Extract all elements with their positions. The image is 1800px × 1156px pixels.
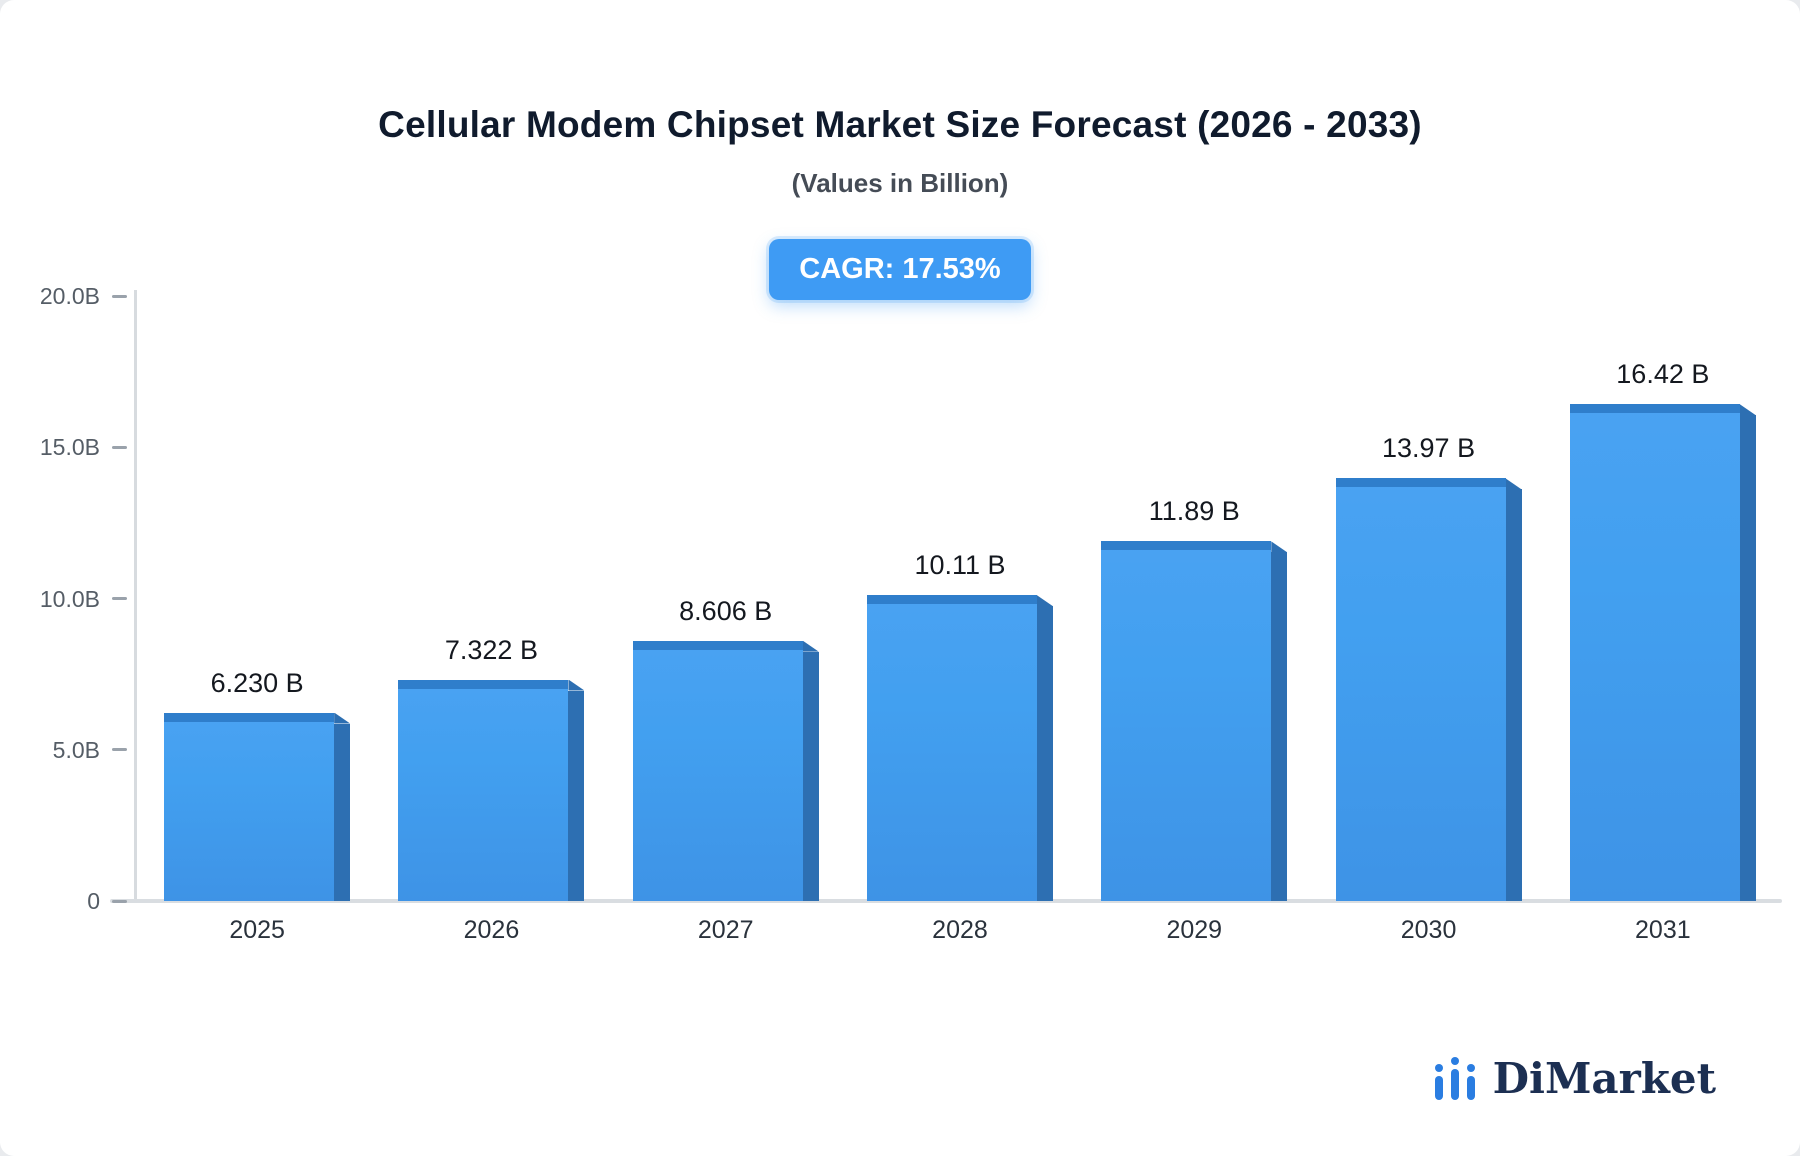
bar-face: [398, 679, 569, 901]
y-tick-label: 0: [87, 888, 100, 914]
bar-cap: [398, 679, 569, 689]
bar-value-label: 6.230 B: [210, 667, 304, 698]
bar-side: [802, 651, 819, 901]
bar: [1569, 404, 1756, 901]
y-tick-mark: [112, 445, 127, 449]
bar: [866, 595, 1053, 901]
x-tick-label: 2027: [697, 916, 754, 944]
dimarket-logo: DiMarket: [1433, 1056, 1716, 1100]
bar: [1335, 478, 1522, 901]
y-tick-mark: [112, 294, 127, 298]
bar-group: 13.97 B: [1311, 201, 1545, 901]
y-tick-label: 5.0B: [52, 736, 100, 763]
bar-side: [568, 690, 585, 901]
bar-face: [164, 712, 335, 901]
bar-group: 11.89 B: [1077, 201, 1311, 901]
bar-value-label: 16.42 B: [1616, 359, 1710, 390]
y-tick-label: 10.0B: [39, 585, 100, 612]
bar-side-notch: [568, 679, 585, 691]
x-tick-label: 2026: [463, 916, 520, 944]
dimarket-logo-icon: [1434, 1057, 1475, 1100]
bar-value-label: 13.97 B: [1382, 433, 1476, 464]
bar-group: 16.42 B: [1546, 201, 1780, 901]
bar-cap: [1569, 404, 1740, 414]
y-tick-label: 15.0B: [39, 434, 100, 461]
cagr-badge: CAGR: 17.53%: [769, 239, 1031, 300]
y-tick-mark: [112, 899, 127, 903]
x-axis-labels: 2025 2026 2027 2028 2029 2030 2031: [140, 916, 1780, 945]
x-tick-label: 2029: [1166, 916, 1223, 944]
bar-group: 10.11 B: [843, 201, 1077, 901]
bar: [398, 679, 585, 901]
bar-face: [1101, 541, 1272, 901]
bar-face: [1335, 478, 1506, 901]
x-tick-label: 2030: [1400, 916, 1457, 944]
dimarket-logo-text: DiMarket: [1492, 1054, 1716, 1103]
bar-cap: [1335, 478, 1506, 488]
bar: [1101, 541, 1288, 901]
bar-value-label: 8.606 B: [679, 595, 773, 626]
y-axis-line: [134, 290, 137, 903]
bar-side-notch: [334, 712, 351, 724]
bars-container: 6.230 B 7.322 B 8.606 B 10.11 B 11.89 B 13.97…: [140, 201, 1780, 901]
x-axis-line: [110, 899, 1782, 903]
bar-value-label: 11.89 B: [1148, 496, 1240, 527]
bar-side: [1739, 415, 1756, 901]
x-tick-label: 2025: [229, 916, 285, 944]
bar-side-notch: [1036, 595, 1053, 607]
chart-subtitle: (Values in Billion): [791, 168, 1009, 198]
bar-side-notch: [1739, 404, 1756, 416]
bar-cap: [632, 640, 803, 650]
bar-face: [866, 595, 1037, 901]
bar-group: 8.606 B: [609, 201, 843, 901]
chart-title: Cellular Modem Chipset Market Size Forec…: [378, 104, 1422, 145]
bar: [632, 640, 819, 901]
x-tick-label: 2031: [1635, 916, 1691, 944]
bar-side-notch: [802, 640, 819, 652]
bar: [164, 712, 351, 901]
bar-face: [1569, 404, 1740, 901]
bar-value-label: 10.11 B: [914, 550, 1006, 581]
bar-value-label: 7.322 B: [444, 634, 538, 665]
x-tick-label: 2028: [932, 916, 988, 944]
bar-side: [1036, 606, 1053, 901]
bar-side: [334, 723, 351, 901]
y-tick-mark: [112, 748, 127, 752]
bar-side-notch: [1505, 478, 1522, 490]
y-tick-mark: [112, 597, 127, 600]
bar-group: 6.230 B: [140, 201, 374, 901]
bar-side-notch: [1271, 541, 1288, 553]
chart-header: Cellular Modem Chipset Market Size Forec…: [0, 0, 1800, 300]
y-tick-label: 20.0B: [39, 283, 100, 309]
bar-side: [1271, 552, 1288, 901]
bar-cap: [866, 595, 1037, 605]
bar-group: 7.322 B: [374, 201, 608, 901]
bar-face: [632, 640, 803, 901]
bar-side: [1505, 489, 1522, 901]
bar-cap: [164, 712, 335, 722]
bar-cap: [1101, 541, 1272, 551]
